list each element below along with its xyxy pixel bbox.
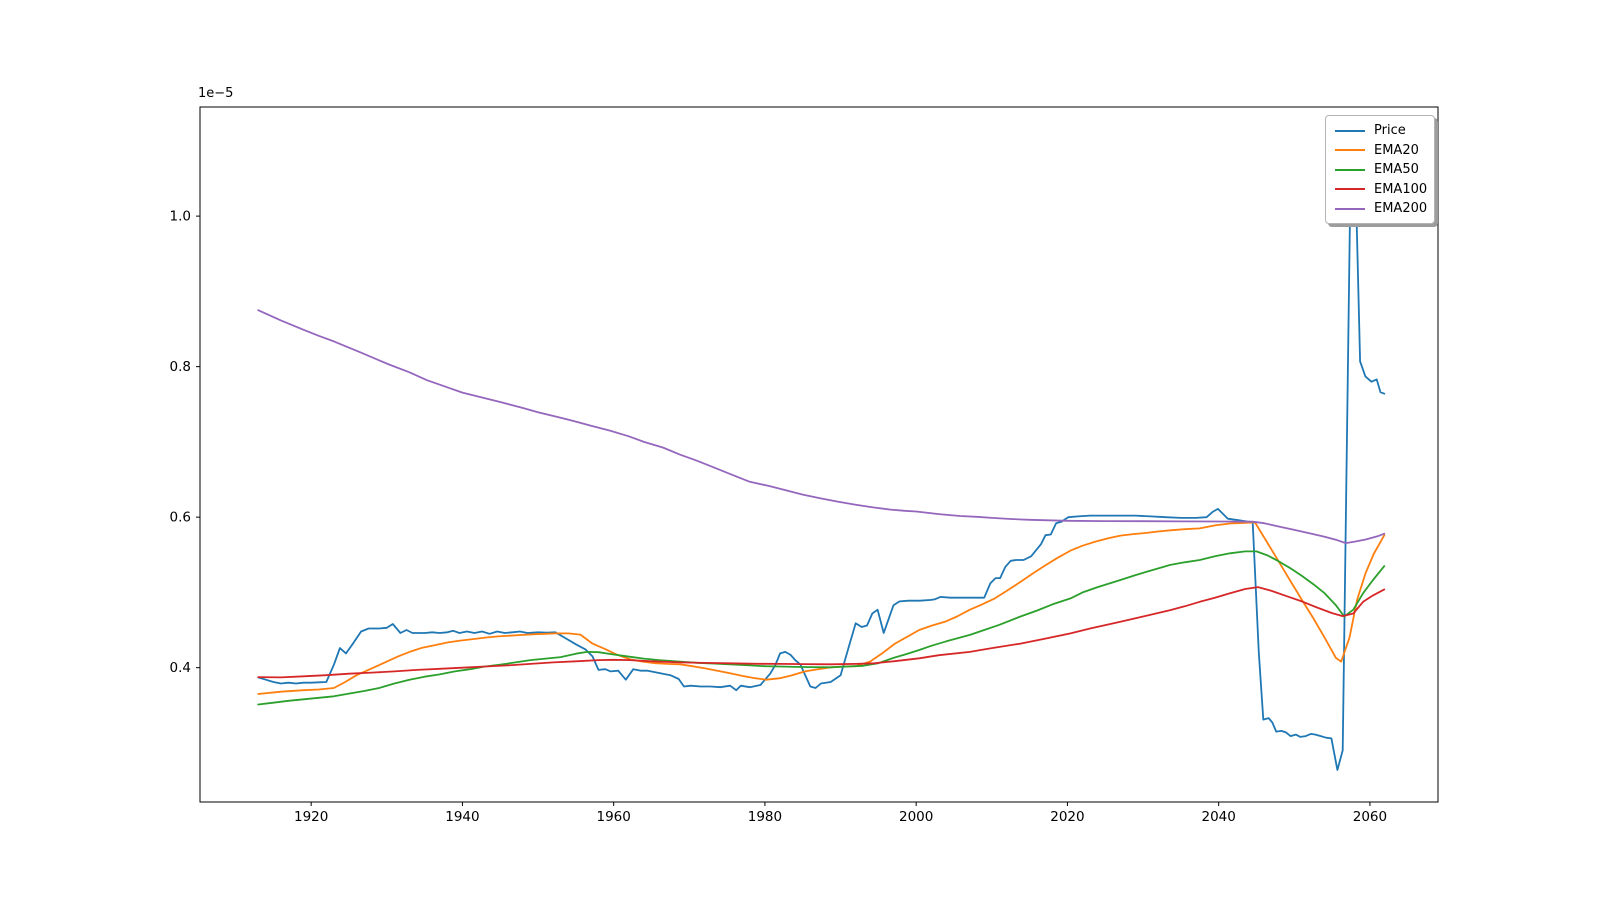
series-line-ema50 xyxy=(257,550,1386,706)
y-tick-label: 0.8 xyxy=(170,359,191,375)
x-tick-label: 2020 xyxy=(1050,809,1084,825)
series-line-ema100 xyxy=(257,586,1386,679)
y-tick-label: 0.6 xyxy=(170,510,191,526)
legend: Price EMA20 EMA50 EMA100 EMA200 xyxy=(1325,115,1435,224)
legend-label: EMA100 xyxy=(1374,181,1428,197)
legend-line-sample-ema50 xyxy=(1335,168,1365,171)
x-tick-label: 2040 xyxy=(1202,809,1236,825)
series-line-ema200 xyxy=(257,309,1386,544)
legend-line-sample-ema200 xyxy=(1335,207,1365,210)
legend-item-ema100: EMA100 xyxy=(1335,181,1428,197)
legend-line-sample-ema100 xyxy=(1335,188,1365,190)
x-tick-label: 2000 xyxy=(899,809,933,825)
x-tick-label: 2060 xyxy=(1353,809,1387,825)
x-tick-label: 1960 xyxy=(596,809,630,825)
y-tick-label: 0.4 xyxy=(170,660,191,676)
legend-label: EMA200 xyxy=(1374,201,1428,216)
series-line-price xyxy=(257,140,1386,771)
x-tick-label: 1940 xyxy=(445,809,479,825)
legend-item-ema200: EMA200 xyxy=(1335,201,1428,216)
legend-line-sample-price xyxy=(1335,129,1365,132)
x-tick-label: 1980 xyxy=(748,809,782,825)
legend-label: EMA50 xyxy=(1374,162,1419,177)
series-line-ema20 xyxy=(257,521,1386,695)
y-tick-label: 1.0 xyxy=(170,209,191,225)
x-tick-label: 1920 xyxy=(294,809,328,825)
axes-frame xyxy=(199,106,1439,803)
y-axis-offset-label: 1e−5 xyxy=(198,86,234,101)
legend-line-sample-ema20 xyxy=(1335,149,1365,151)
legend-label: Price xyxy=(1374,123,1406,138)
legend-item-ema50: EMA50 xyxy=(1335,162,1425,177)
legend-item-price: Price xyxy=(1335,123,1425,138)
legend-item-ema20: EMA20 xyxy=(1335,143,1425,158)
legend-label: EMA20 xyxy=(1374,142,1419,158)
